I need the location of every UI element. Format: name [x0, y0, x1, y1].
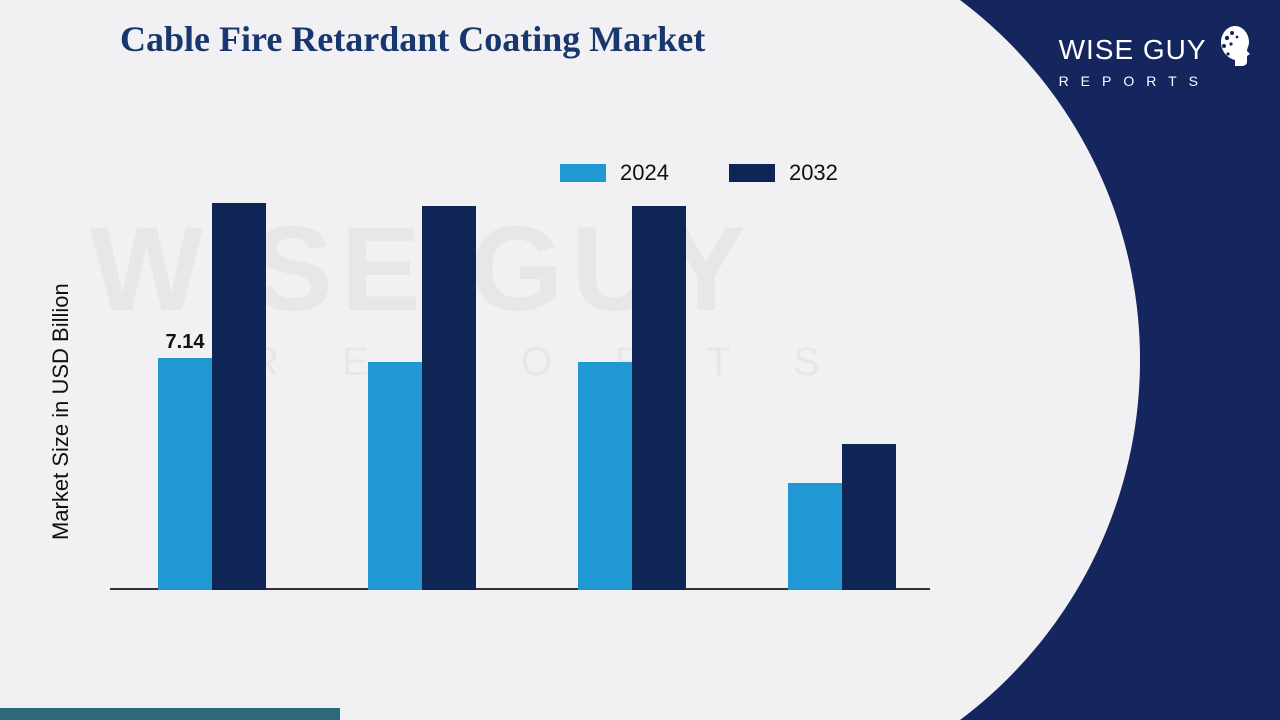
value-label: 7.14	[150, 331, 220, 354]
logo-text-sub: REPORTS	[1059, 73, 1256, 89]
logo-text-main: WISE GUY	[1059, 34, 1207, 66]
head-icon	[1213, 24, 1253, 75]
legend-swatch-a	[560, 164, 606, 182]
bar-2032	[632, 206, 686, 590]
bar-2024	[788, 483, 842, 590]
bar-2024	[158, 358, 212, 590]
bar-2032	[422, 206, 476, 590]
brand-logo: WISE GUY REPORTS	[1059, 24, 1256, 89]
legend-label-a: 2024	[620, 160, 669, 186]
bottom-accent-bar	[0, 708, 340, 720]
bar-2024	[368, 362, 422, 590]
bar-2032	[212, 203, 266, 590]
bar-2024	[578, 362, 632, 590]
legend-swatch-b	[729, 164, 775, 182]
legend-label-b: 2032	[789, 160, 838, 186]
y-axis-label: Market Size in USD Billion	[48, 283, 74, 540]
page-title: Cable Fire Retardant Coating Market	[120, 18, 705, 60]
legend-item-2032: 2032	[729, 160, 838, 186]
legend-item-2024: 2024	[560, 160, 669, 186]
legend: 2024 2032	[560, 160, 838, 186]
bar-2032	[842, 444, 896, 590]
bar-chart: 7.14 intumescent paints ablative coating…	[110, 200, 930, 590]
